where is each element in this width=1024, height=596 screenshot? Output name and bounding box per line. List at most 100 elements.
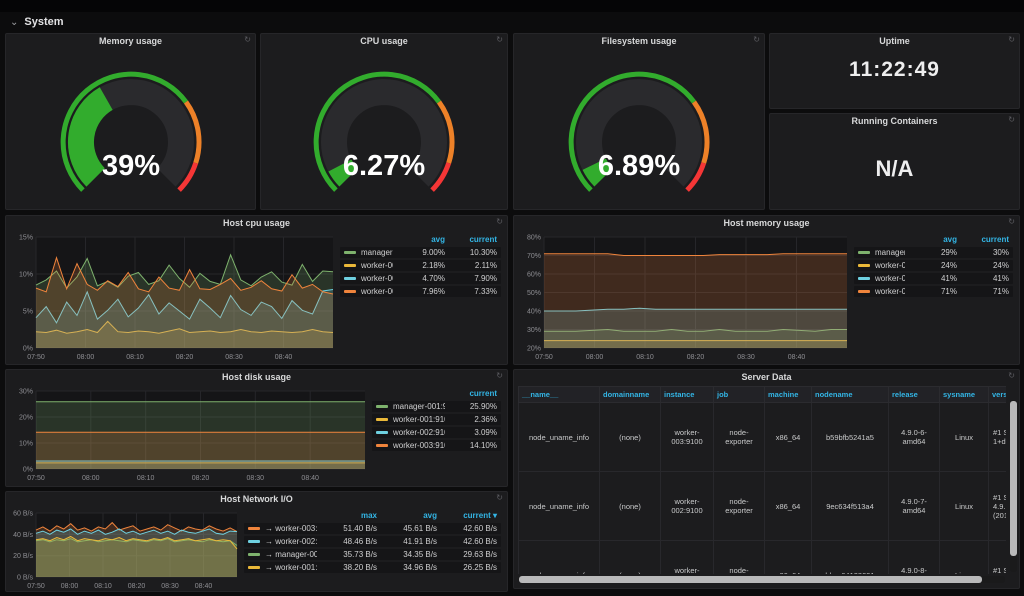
panel-title[interactable]: Host Network I/O [220,494,293,504]
svg-text:07:50: 07:50 [535,354,553,361]
table-header-domainname[interactable]: domainname [599,386,661,403]
legend-header: max avg current ▾ [244,510,501,521]
table-cell: node-exporter [713,471,765,541]
series-color-marker [248,553,260,556]
series-color-marker [344,277,356,280]
series-stat-current: 2.36% [474,415,497,424]
refresh-icon[interactable]: ↻ [1008,371,1015,380]
legend-sort-avg[interactable]: avg [431,235,445,244]
table-header-machine[interactable]: machine [764,386,812,403]
series-label: worker-003:9100 [858,287,905,296]
legend-sort-current[interactable]: current [469,389,497,398]
refresh-icon[interactable]: ↻ [1008,217,1015,226]
table-cell: node-exporter [713,540,765,574]
panel-title[interactable]: Host memory usage [723,218,810,228]
panel-title[interactable]: Server Data [741,372,792,382]
panel-title[interactable]: Filesystem usage [601,36,677,46]
refresh-icon[interactable]: ↻ [496,371,503,380]
legend-row[interactable]: → worker-003:9100 eth0 51.40 B/s 45.61 B/s… [244,523,501,534]
legend-row[interactable]: worker-001:9100 2.36% [372,414,501,425]
refresh-icon[interactable]: ↻ [1008,115,1015,124]
chart-canvas: 07:50 08:00 08:10 08:20 08:30 08:40 0% 5% 10% 15% [19,235,334,361]
series-label: worker-002:9100 [376,428,445,437]
refresh-icon[interactable]: ↻ [244,35,251,44]
vertical-scrollbar[interactable] [1010,400,1017,572]
table-cell: node-exporter [713,402,765,472]
refresh-icon[interactable]: ↻ [496,493,503,502]
legend-row[interactable]: worker-001:9100 24% 24% [854,260,1013,271]
table-header-version[interactable]: version [988,386,1006,403]
legend-sort-avg[interactable]: avg [423,511,437,520]
legend-row[interactable]: worker-003:9100 14.10% [372,440,501,451]
legend-sort-current[interactable]: current [469,235,497,244]
legend-row[interactable]: worker-002:9100 41% 41% [854,273,1013,284]
svg-text:08:30: 08:30 [247,475,265,482]
svg-text:60%: 60% [527,272,541,279]
table-header-name[interactable]: __name__ [518,386,600,403]
refresh-icon[interactable]: ↻ [1008,35,1015,44]
panel-title[interactable]: Memory usage [98,36,163,46]
legend-sort-current[interactable]: current ▾ [463,511,497,520]
table-cell: Linux [939,540,989,574]
svg-text:08:00: 08:00 [77,354,95,361]
panel-title[interactable]: Uptime [879,36,910,46]
refresh-icon[interactable]: ↻ [753,35,760,44]
refresh-icon[interactable]: ↻ [496,217,503,226]
series-stat-current: 3.09% [474,428,497,437]
refresh-icon[interactable]: ↻ [496,35,503,44]
series-stat-max: 38.20 B/s [343,563,377,572]
chart-canvas: 07:50 08:00 08:10 08:20 08:30 08:40 0% 10% 20% 30… [19,389,365,482]
gauge-canvas: 6.89% [568,71,710,192]
table-header-nodename[interactable]: nodename [811,386,889,403]
svg-text:70%: 70% [527,253,541,260]
panel-host-network-io: Host Network I/O ↻ 07:50 08:00 08:10 08:20 0… [5,491,508,592]
panel-title[interactable]: CPU usage [360,36,408,46]
series-stat-avg: 9.00% [422,248,445,257]
horizontal-scrollbar[interactable] [518,576,1005,583]
vertical-scrollbar-thumb[interactable] [1010,401,1017,556]
legend-sort-avg[interactable]: avg [943,235,957,244]
svg-text:08:10: 08:10 [137,475,155,482]
table-cell: 4.9.0-6-amd64 [888,402,940,472]
legend-row[interactable]: worker-003:9100 71% 71% [854,286,1013,297]
chart-canvas: 07:50 08:00 08:10 08:20 08:30 08:40 0 B/s 20 B/… [13,511,238,590]
svg-text:0 B/s: 0 B/s [17,575,33,582]
series-stat-avg: 41% [940,274,957,283]
svg-text:08:00: 08:00 [82,475,100,482]
legend-row[interactable]: worker-003:9100 7.96% 7.33% [340,286,501,297]
series-stat-avg: 45.61 B/s [403,524,437,533]
legend-sort-current[interactable]: current [981,235,1009,244]
series-stat-current: 29.63 B/s [463,550,497,559]
table-header-release[interactable]: release [888,386,940,403]
legend-sort-max[interactable]: max [360,511,377,520]
legend-row[interactable]: worker-002:9100 3.09% [372,427,501,438]
series-stat-current: 25.90% [469,402,497,411]
legend-row[interactable]: → manager-001:9100 eth0 35.73 B/s 34.35 B/… [244,549,501,560]
table-cell: 9ec634f513a4 [811,471,889,541]
series-color-marker [248,527,260,530]
series-label: worker-002:9100 [858,274,905,283]
series-stat-current: 41% [992,274,1009,283]
legend-row[interactable]: → worker-002:9100 eth0 48.46 B/s 41.91 B/s… [244,536,501,547]
legend-row[interactable]: → worker-001:9100 eth0 38.20 B/s 34.96 B/s… [244,562,501,573]
table-cell: #1 SMP Debian 4.9.110-3+deb9u2 (2018-08-… [988,471,1006,541]
legend-row[interactable]: worker-002:9100 4.70% 7.90% [340,273,501,284]
table-header-job[interactable]: job [713,386,765,403]
row-header-system[interactable]: ⌄ System [10,13,64,31]
horizontal-scrollbar-thumb[interactable] [519,576,982,583]
gauge-value: 6.27% [343,150,425,182]
panel-title[interactable]: Host cpu usage [222,218,290,228]
gauge-value: 39% [101,150,159,182]
server-data-table-wrap: __name__ domainname instance job machine node… [518,386,1006,574]
svg-text:0%: 0% [23,346,33,353]
legend-row[interactable]: manager-001:9100 29% 30% [854,247,1013,258]
table-header-instance[interactable]: instance [660,386,714,403]
legend-row[interactable]: manager-001:9100 9.00% 10.30% [340,247,501,258]
series-color-marker [248,566,260,569]
panel-title[interactable]: Running Containers [851,116,938,126]
table-header-sysname[interactable]: sysname [939,386,989,403]
legend-row[interactable]: manager-001:9100 25.90% [372,401,501,412]
panel-title[interactable]: Host disk usage [221,372,292,382]
series-color-marker [858,277,870,280]
legend-row[interactable]: worker-001:9100 2.18% 2.11% [340,260,501,271]
